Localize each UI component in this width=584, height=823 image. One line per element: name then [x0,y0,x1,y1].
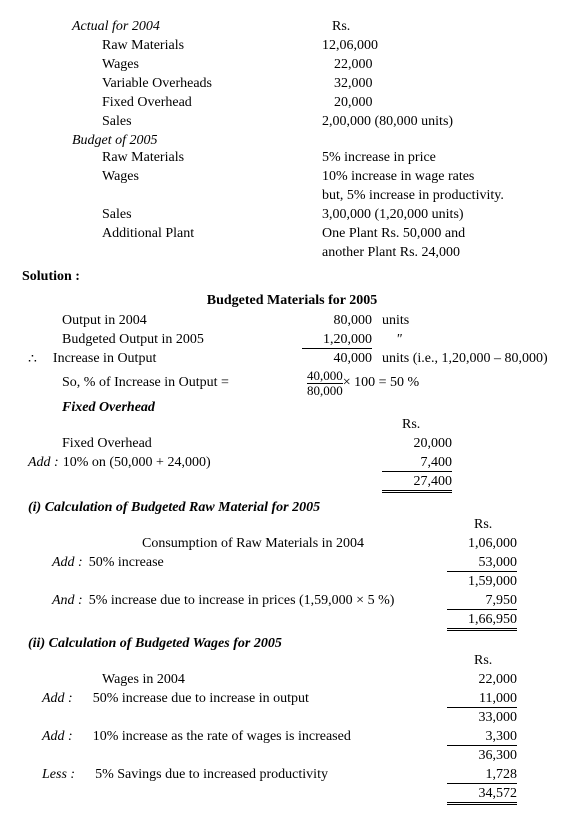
budget-2005-heading: Budget of 2005 [22,133,158,149]
inc-v: 40,000 [302,351,372,367]
b-wages-val2: but, 5% increase in productivity. [322,188,504,204]
b-wages-label: Wages [22,169,139,187]
b-sales-label: Sales [22,207,132,225]
c1-l2: 50% increase [83,555,164,573]
budout-l: Budgeted Output in 2005 [22,332,204,350]
b-rm-val: 5% increase in price [322,150,436,166]
c2-sub1: 33,000 [447,710,517,726]
c1-sub: 1,59,000 [447,574,517,590]
out2004-u: units [382,313,409,329]
rm-label: Raw Materials [22,38,184,56]
inc-l: Increase in Output [37,351,156,369]
c2-l1: Wages in 2004 [22,672,185,690]
calc2-title: (ii) Calculation of Budgeted Wages for 2… [22,636,282,652]
pct-tail: × 100 = 50 % [343,375,419,391]
frac-den: 80,000 [307,383,343,398]
c2-l2: 50% increase due to increase in output [73,691,309,709]
c2-rs: Rs. [474,653,492,669]
wages-val: 22,000 [334,57,373,73]
foh-v1: 20,000 [382,436,452,452]
voh-label: Variable Overheads [22,76,212,94]
wages-label: Wages [22,57,139,75]
calc1-title: (i) Calculation of Budgeted Raw Material… [22,500,320,516]
b-sales-val: 3,00,000 (1,20,000 units) [322,207,464,223]
c1-v3: 7,950 [447,593,517,610]
budout-v: 1,20,000 [302,332,372,349]
b-rm-label: Raw Materials [22,150,184,168]
frac-num: 40,000 [307,369,343,383]
foh-l1: Fixed Overhead [22,436,152,454]
foh-l2: 10% on (50,000 + 24,000) [59,455,211,473]
c2-v1: 22,000 [447,672,517,688]
pct-l: So, % of Increase in Output = [22,375,229,391]
foh-val: 20,000 [334,95,373,111]
inc-u: units (i.e., 1,20,000 – 80,000) [382,351,548,367]
c2-v3: 3,300 [447,729,517,746]
c1-v1: 1,06,000 [447,536,517,552]
c2-sub2: 36,300 [447,748,517,764]
c1-l1: Consumption of Raw Materials in 2004 [22,536,364,554]
c1-l3: 5% increase due to increase in prices (1… [83,593,395,611]
c2-v4: 1,728 [447,767,517,784]
actual-2004-heading: Actual for 2004 [22,19,160,37]
c2-l3: 10% increase as the rate of wages is inc… [73,729,351,747]
b-plant-val: One Plant Rs. 50,000 and [322,226,465,242]
c2-l4: 5% Savings due to increased productivity [75,767,328,785]
budout-u: " [396,332,402,348]
voh-val: 32,000 [334,76,373,92]
foh-add: Add : [22,455,59,473]
c1-rs: Rs. [474,517,492,533]
out2004-l: Output in 2004 [22,313,147,331]
b-plant-val2: another Plant Rs. 24,000 [322,245,460,261]
c2-tot: 34,572 [447,786,517,805]
c2-add1: Add : [22,691,73,709]
foh-rs: Rs. [402,417,420,433]
rs-header: Rs. [332,19,350,35]
c1-and: And : [22,593,83,611]
c1-tot: 1,66,950 [447,612,517,631]
b-plant-label: Additional Plant [22,226,194,244]
foh-label: Fixed Overhead [22,95,192,113]
c2-add2: Add : [22,729,73,747]
foh-heading: Fixed Overhead [22,400,155,416]
c2-v2: 11,000 [447,691,517,708]
bm2005-title: Budgeted Materials for 2005 [22,293,562,309]
c1-v2: 53,000 [447,555,517,572]
sales-val: 2,00,000 (80,000 units) [322,114,453,130]
foh-tot: 27,400 [382,474,452,493]
fraction: 40,000 80,000 [307,369,343,397]
foh-v2: 7,400 [382,455,452,472]
out2004-v: 80,000 [302,313,372,329]
solution-heading: Solution : [22,269,80,285]
c2-less: Less : [22,767,75,785]
b-wages-val: 10% increase in wage rates [322,169,474,185]
rm-val: 12,06,000 [322,38,378,54]
sales-label: Sales [22,114,132,132]
c1-add: Add : [22,555,83,573]
